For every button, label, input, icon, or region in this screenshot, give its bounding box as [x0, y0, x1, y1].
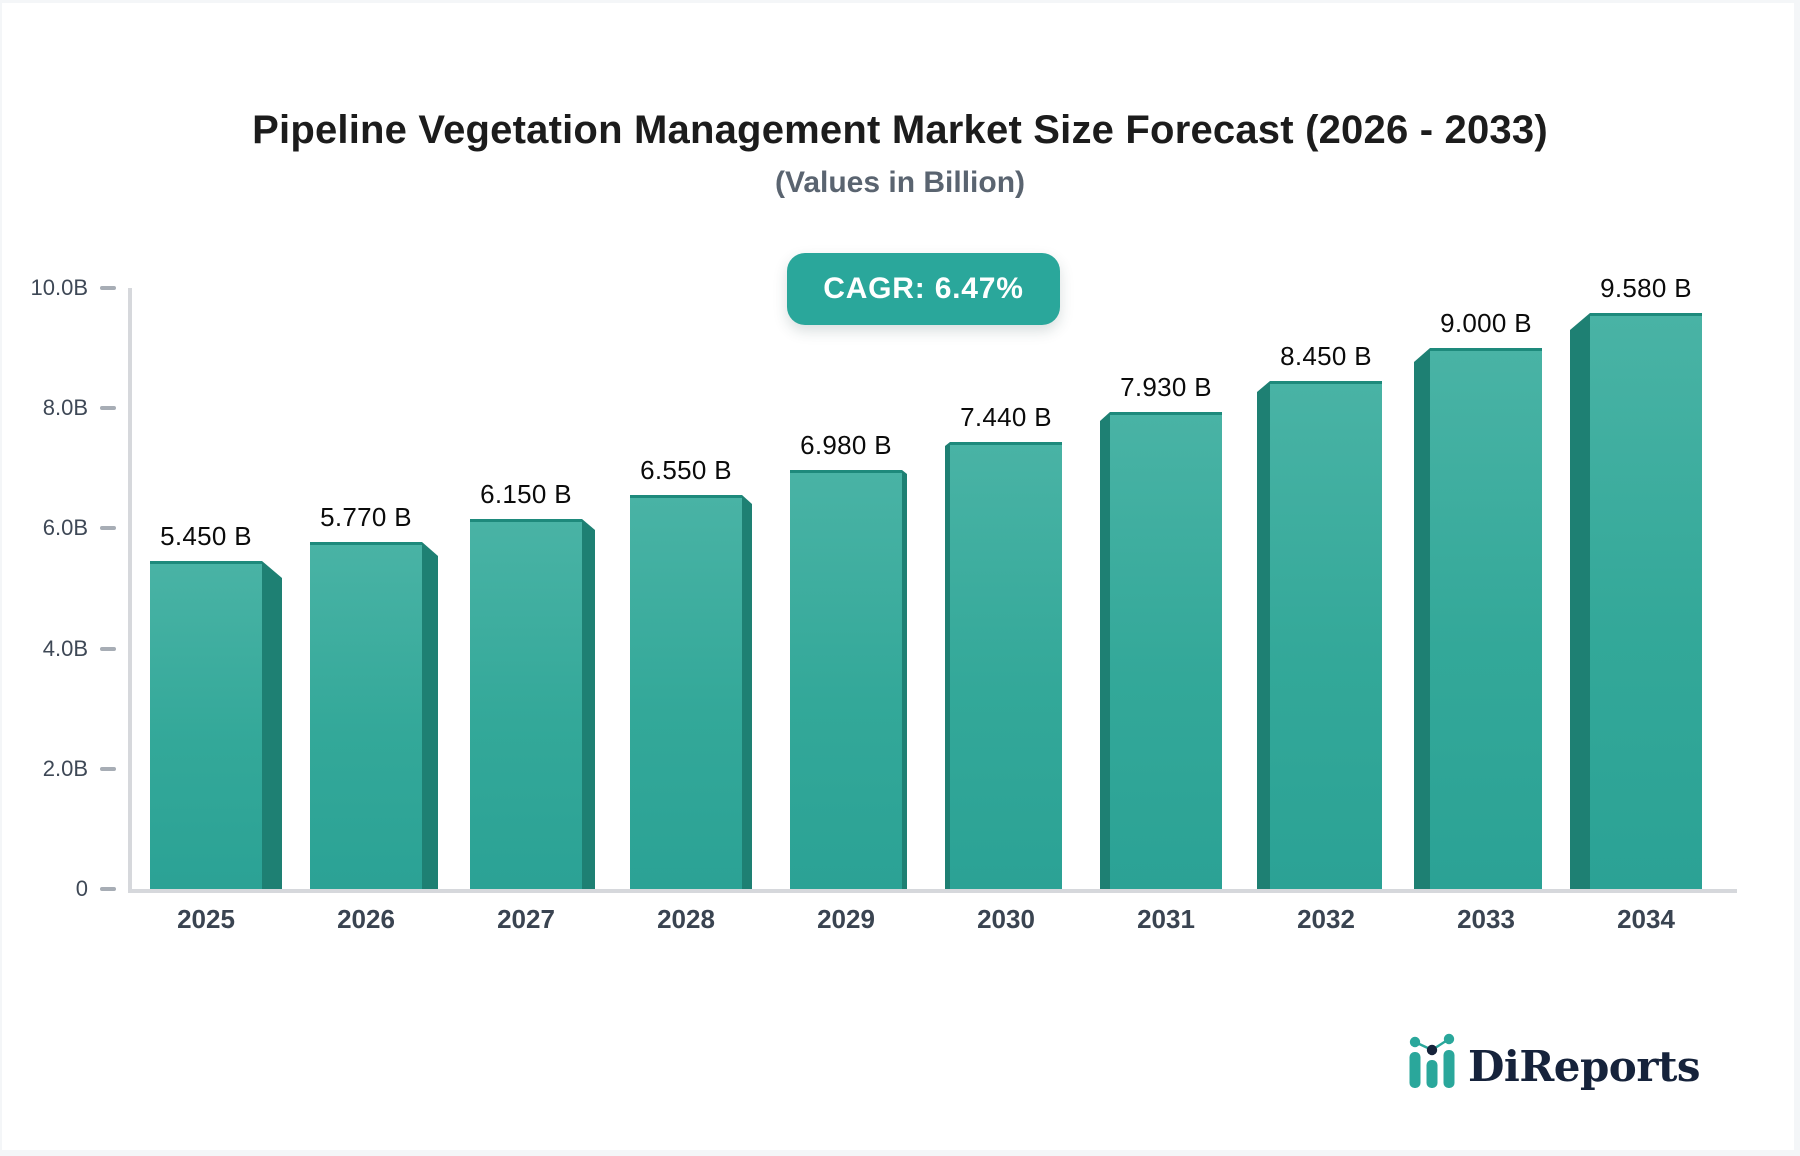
y-tick-label: 2.0B: [42, 756, 88, 781]
bar-side-face: [262, 561, 282, 889]
bar-value-label: 5.450 B: [160, 521, 252, 551]
page-border-left: [0, 0, 2, 1156]
bar-2030: [950, 442, 1062, 889]
bar-2029: [790, 470, 902, 889]
bar-2027: [470, 519, 582, 889]
chart-subtitle: (Values in Billion): [774, 166, 1026, 199]
bar-value-label: 9.580 B: [1600, 273, 1692, 303]
y-tick-mark: [100, 406, 116, 410]
bar-2031: [1110, 412, 1222, 889]
bar-value-label: 6.550 B: [640, 455, 732, 485]
bar-2032: [1270, 381, 1382, 889]
x-axis-line: [128, 889, 1737, 893]
bar-side-face: [1257, 381, 1270, 889]
x-tick-label: 2033: [1457, 904, 1515, 934]
page-border-right: [1794, 0, 1800, 1156]
mini-bar-chart-icon: [1409, 1033, 1455, 1088]
page-border-top: [0, 0, 1800, 3]
bar-side-face: [742, 495, 752, 889]
x-tick-label: 2034: [1617, 904, 1675, 934]
bar-side-face: [945, 442, 950, 889]
bar-side-face: [422, 542, 438, 889]
x-tick-label: 2029: [817, 904, 875, 934]
y-tick-label: 0: [75, 876, 88, 901]
bar-2025: [150, 561, 262, 889]
x-tick-label: 2032: [1297, 904, 1355, 934]
bar-value-label: 7.440 B: [960, 402, 1052, 432]
chart-title: Pipeline Vegetation Management Market Si…: [252, 108, 1548, 152]
cagr-badge: CAGR: 6.47%: [787, 253, 1060, 325]
direports-logo: DiReports: [1407, 1026, 1701, 1091]
x-tick-label: 2030: [977, 904, 1035, 934]
y-tick-mark: [100, 887, 116, 891]
x-tick-label: 2028: [657, 904, 715, 934]
bar-value-label: 8.450 B: [1280, 341, 1372, 371]
bar-value-label: 6.150 B: [480, 479, 572, 509]
y-tick-label: 10.0B: [30, 275, 89, 300]
bar-side-face: [582, 519, 595, 889]
bar-value-label: 6.980 B: [800, 430, 892, 460]
y-tick-label: 6.0B: [42, 515, 88, 540]
x-tick-label: 2025: [177, 904, 235, 934]
bar-side-face: [902, 470, 907, 889]
bar-side-face: [1414, 348, 1430, 889]
bar-value-label: 7.930 B: [1120, 372, 1212, 402]
bar-side-face: [1100, 412, 1110, 889]
y-tick-label: 8.0B: [42, 395, 88, 420]
bar-2034: [1590, 313, 1702, 889]
y-tick-mark: [100, 286, 116, 290]
x-tick-label: 2027: [497, 904, 555, 934]
bar-side-face: [1570, 313, 1590, 889]
y-tick-label: 4.0B: [42, 636, 88, 661]
cagr-badge-label: CAGR: 6.47%: [823, 272, 1024, 305]
logo-text: DiReports: [1467, 1042, 1701, 1091]
y-axis-line: [128, 288, 132, 893]
x-tick-label: 2031: [1137, 904, 1195, 934]
bar-value-label: 9.000 B: [1440, 308, 1532, 338]
bar-value-label: 5.770 B: [320, 502, 412, 532]
y-tick-mark: [100, 767, 116, 771]
x-tick-label: 2026: [337, 904, 395, 934]
page-border-bottom: [0, 1150, 1800, 1156]
y-tick-mark: [100, 526, 116, 530]
y-tick-mark: [100, 647, 116, 651]
bar-2026: [310, 542, 422, 889]
bar-2028: [630, 495, 742, 889]
bar-2033: [1430, 348, 1542, 889]
